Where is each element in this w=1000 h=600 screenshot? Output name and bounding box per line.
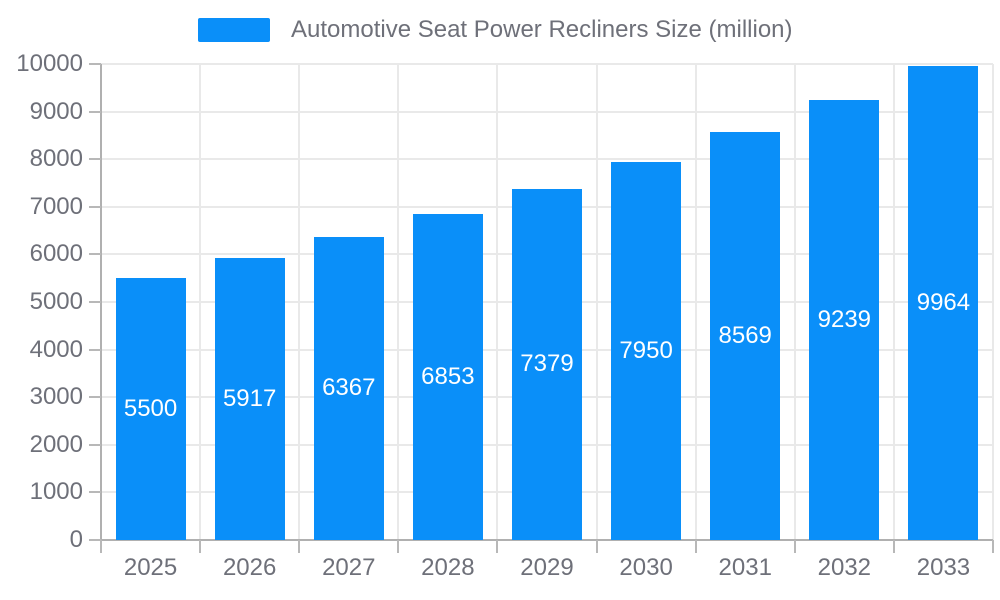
legend-swatch-icon xyxy=(198,18,270,42)
y-axis-label: 2000 xyxy=(29,430,83,458)
x-axis-tick xyxy=(298,540,301,553)
x-axis-label: 2032 xyxy=(817,554,872,581)
x-axis-label: 2026 xyxy=(222,554,277,581)
y-axis-tick xyxy=(89,110,101,113)
bar-2032[interactable]: 9239 xyxy=(809,100,880,540)
x-axis-line xyxy=(101,539,993,541)
y-axis-tick xyxy=(89,301,101,303)
vertical-gridline xyxy=(298,64,301,540)
bar-value-label: 9239 xyxy=(817,306,872,334)
y-axis-label: 3000 xyxy=(29,383,83,411)
horizontal-gridline xyxy=(101,110,993,113)
x-axis-label: 2027 xyxy=(322,554,376,581)
bar-2030[interactable]: 7950 xyxy=(611,161,682,540)
horizontal-gridline xyxy=(101,63,993,65)
bar-2025[interactable]: 5500 xyxy=(115,278,186,540)
y-axis-label: 7000 xyxy=(29,192,83,220)
bar-2028[interactable]: 6853 xyxy=(412,213,483,540)
y-axis-tick xyxy=(89,539,101,541)
vertical-gridline xyxy=(496,64,499,540)
y-axis-tick xyxy=(89,205,101,208)
y-axis-label: 10000 xyxy=(16,50,83,77)
y-axis-tick xyxy=(89,396,101,399)
vertical-gridline xyxy=(694,64,697,540)
vertical-gridline xyxy=(992,64,994,540)
bar-value-label: 9964 xyxy=(916,288,971,316)
y-axis-label: 1000 xyxy=(29,478,83,506)
bar-value-label: 5917 xyxy=(222,385,277,413)
x-axis-tick xyxy=(595,540,598,553)
bar-2029[interactable]: 7379 xyxy=(512,188,582,540)
legend[interactable]: Automotive Seat Power Recliners Size (mi… xyxy=(198,16,793,44)
y-axis-line xyxy=(100,64,102,540)
vertical-gridline xyxy=(892,64,895,540)
y-axis-tick xyxy=(89,63,101,65)
vertical-gridline xyxy=(397,64,400,540)
bar-value-label: 7379 xyxy=(520,350,574,378)
y-axis-label: 0 xyxy=(69,526,83,553)
legend-label: Automotive Seat Power Recliners Size (mi… xyxy=(291,16,793,43)
y-axis-tick xyxy=(89,253,101,256)
bar-value-label: 7950 xyxy=(619,336,673,364)
x-axis-label: 2033 xyxy=(916,554,971,581)
y-axis-label: 6000 xyxy=(29,240,83,268)
vertical-gridline xyxy=(793,64,796,540)
x-axis-tick xyxy=(992,540,994,553)
y-axis-tick xyxy=(89,491,101,494)
bar-value-label: 8569 xyxy=(718,322,772,350)
bar-value-label: 5500 xyxy=(123,395,178,423)
x-axis-tick xyxy=(694,540,697,553)
x-axis-tick xyxy=(199,540,202,553)
vertical-gridline xyxy=(595,64,598,540)
plot-area: 0 1000 2000 3000 4000 5000 6000 7000 8000 9000 100… xyxy=(16,51,994,581)
bar-2033[interactable]: 9964 xyxy=(908,65,979,540)
bar-value-label: 6853 xyxy=(421,362,475,390)
x-axis-tick xyxy=(100,540,102,553)
bar-2031[interactable]: 8569 xyxy=(710,132,781,540)
y-axis-label: 4000 xyxy=(29,335,83,363)
vertical-gridline xyxy=(199,64,202,540)
x-axis-label: 2028 xyxy=(421,554,475,581)
x-axis-label: 2031 xyxy=(718,554,772,581)
x-axis-tick xyxy=(496,540,499,553)
y-axis-label: 5000 xyxy=(29,288,83,315)
x-axis-label: 2030 xyxy=(619,554,673,581)
bar-2027[interactable]: 6367 xyxy=(313,236,384,540)
bar-value-label: 6367 xyxy=(322,374,376,402)
y-axis-tick xyxy=(89,348,101,351)
y-axis-label: 8000 xyxy=(29,145,83,173)
x-axis-tick xyxy=(892,540,895,553)
x-axis-label: 2025 xyxy=(123,554,178,581)
x-axis-label: 2029 xyxy=(520,554,574,581)
x-axis-tick xyxy=(397,540,400,553)
horizontal-gridline xyxy=(101,158,993,161)
bar-2026[interactable]: 5917 xyxy=(214,258,285,540)
y-axis-tick xyxy=(89,158,101,161)
y-axis-tick xyxy=(89,443,101,446)
y-axis-label: 9000 xyxy=(29,97,83,125)
x-axis-tick xyxy=(793,540,796,553)
